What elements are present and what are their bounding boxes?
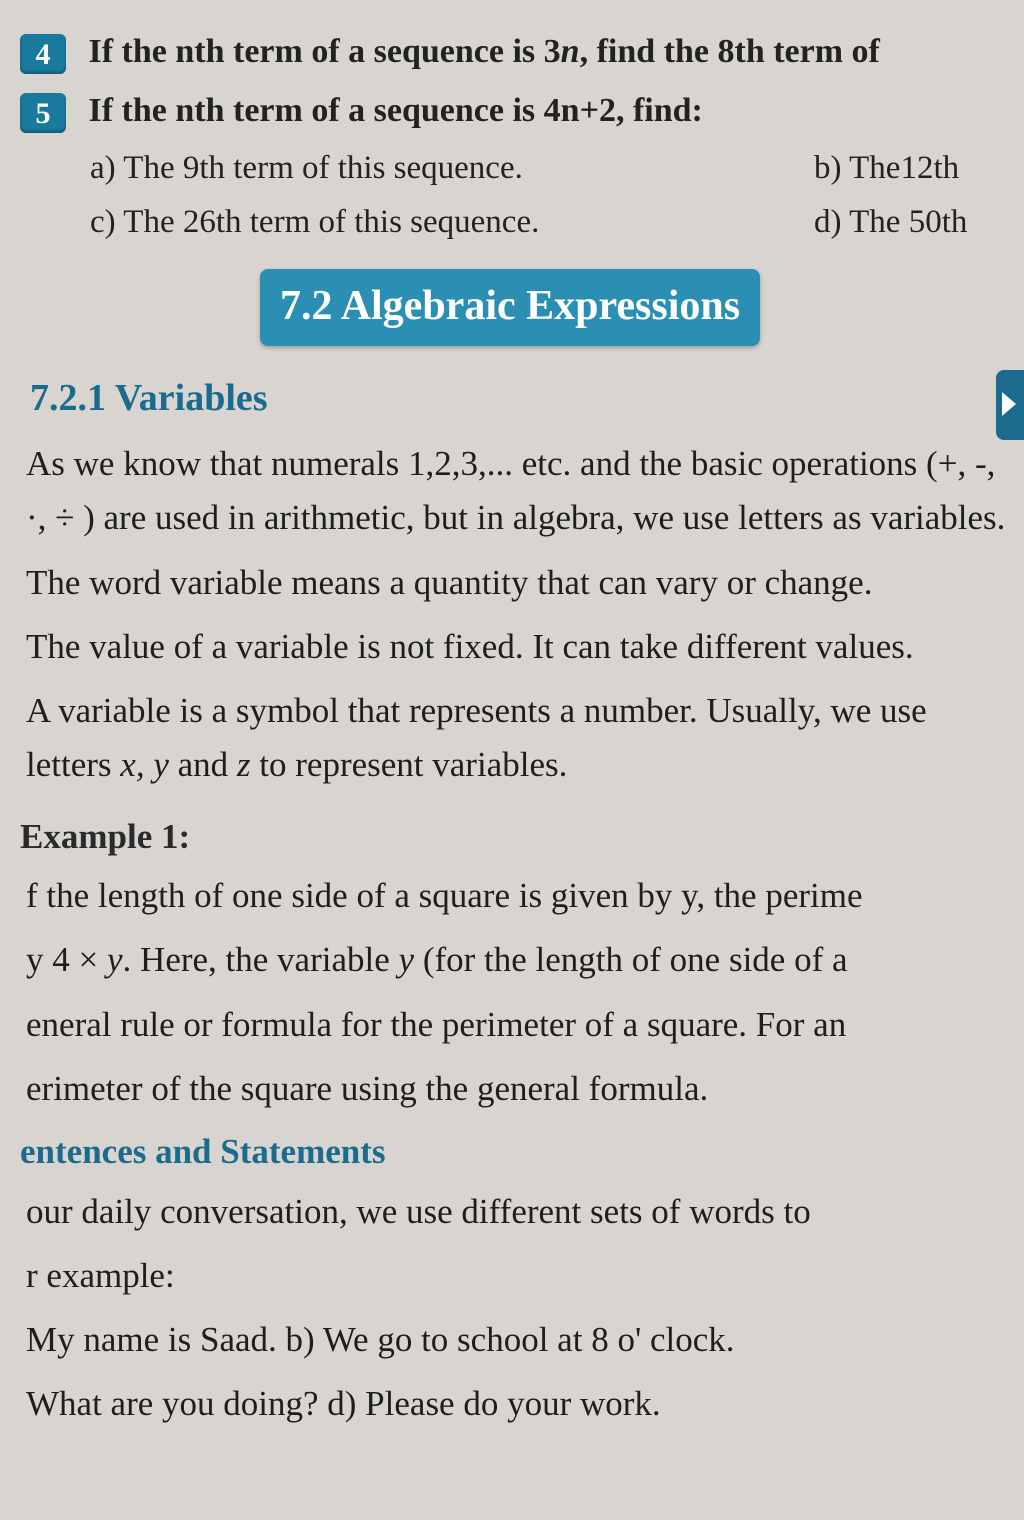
para-2: The word variable means a quantity that … xyxy=(26,556,1008,610)
q5-row-ab: a) The 9th term of this sequence. b) The… xyxy=(90,144,1014,194)
q4-text-after: , find the 8th term of xyxy=(580,33,880,70)
ex-l2-after: (for the length of one side of a xyxy=(414,940,847,979)
badge-5: 5 xyxy=(20,93,66,133)
q4-ital: n xyxy=(561,33,580,70)
closing-p3: My name is Saad. b) We go to school at 8… xyxy=(26,1313,1008,1367)
q5-part-d: d) The 50th xyxy=(814,198,1014,248)
closing-p4: What are you doing? d) Please do your wo… xyxy=(26,1377,1008,1431)
section-banner: 7.2 Algebraic Expressions xyxy=(260,269,760,346)
ex-l2-y: y xyxy=(107,940,123,979)
q5-part-b: b) The12th xyxy=(814,144,1014,194)
question-5: 5 If the nth term of a sequence is 4n+2,… xyxy=(20,85,1014,136)
example-line-2: y 4 × y. Here, the variable y (for the l… xyxy=(26,933,1008,987)
q5-part-a: a) The 9th term of this sequence. xyxy=(90,144,814,194)
ex-l2-y2: y xyxy=(399,940,415,979)
ex-l2-before: y 4 × xyxy=(26,940,107,979)
closing-p2: r example: xyxy=(26,1249,1008,1303)
example-line-3: eneral rule or formula for the perimeter… xyxy=(26,998,1008,1052)
p4-z: z xyxy=(237,745,251,784)
closing-p1: our daily conversation, we use different… xyxy=(26,1185,1008,1239)
question-4: 4 If the nth term of a sequence is 3n, f… xyxy=(20,26,1014,77)
para-4: A variable is a symbol that represents a… xyxy=(26,684,1008,793)
p4-mid: and xyxy=(169,745,237,784)
p4-after: to represent variables. xyxy=(251,745,568,784)
q5-text: If the nth term of a sequence is 4n+2, f… xyxy=(89,92,703,129)
page-content: 4 If the nth term of a sequence is 3n, f… xyxy=(0,0,1024,1432)
example-line-1: f the length of one side of a square is … xyxy=(26,869,1008,923)
ex-l2-mid: . Here, the variable xyxy=(123,940,399,979)
para-3: The value of a variable is not fixed. It… xyxy=(26,620,1008,674)
badge-4: 4 xyxy=(20,34,66,74)
subtopic-sentences: entences and Statements xyxy=(20,1126,1014,1179)
example-label: Example 1: xyxy=(20,811,1014,864)
q5-part-c: c) The 26th term of this sequence. xyxy=(90,198,814,248)
p4-vars: x, y xyxy=(120,745,169,784)
example-line-4: erimeter of the square using the general… xyxy=(26,1062,1008,1116)
page-edge-tab-icon xyxy=(996,370,1024,440)
q4-text-before: If the nth term of a sequence is 3 xyxy=(89,33,561,70)
subheading-variables: 7.2.1 Variables xyxy=(30,370,1014,427)
para-1: As we know that numerals 1,2,3,... etc. … xyxy=(26,437,1008,546)
q5-row-cd: c) The 26th term of this sequence. d) Th… xyxy=(90,198,1014,248)
